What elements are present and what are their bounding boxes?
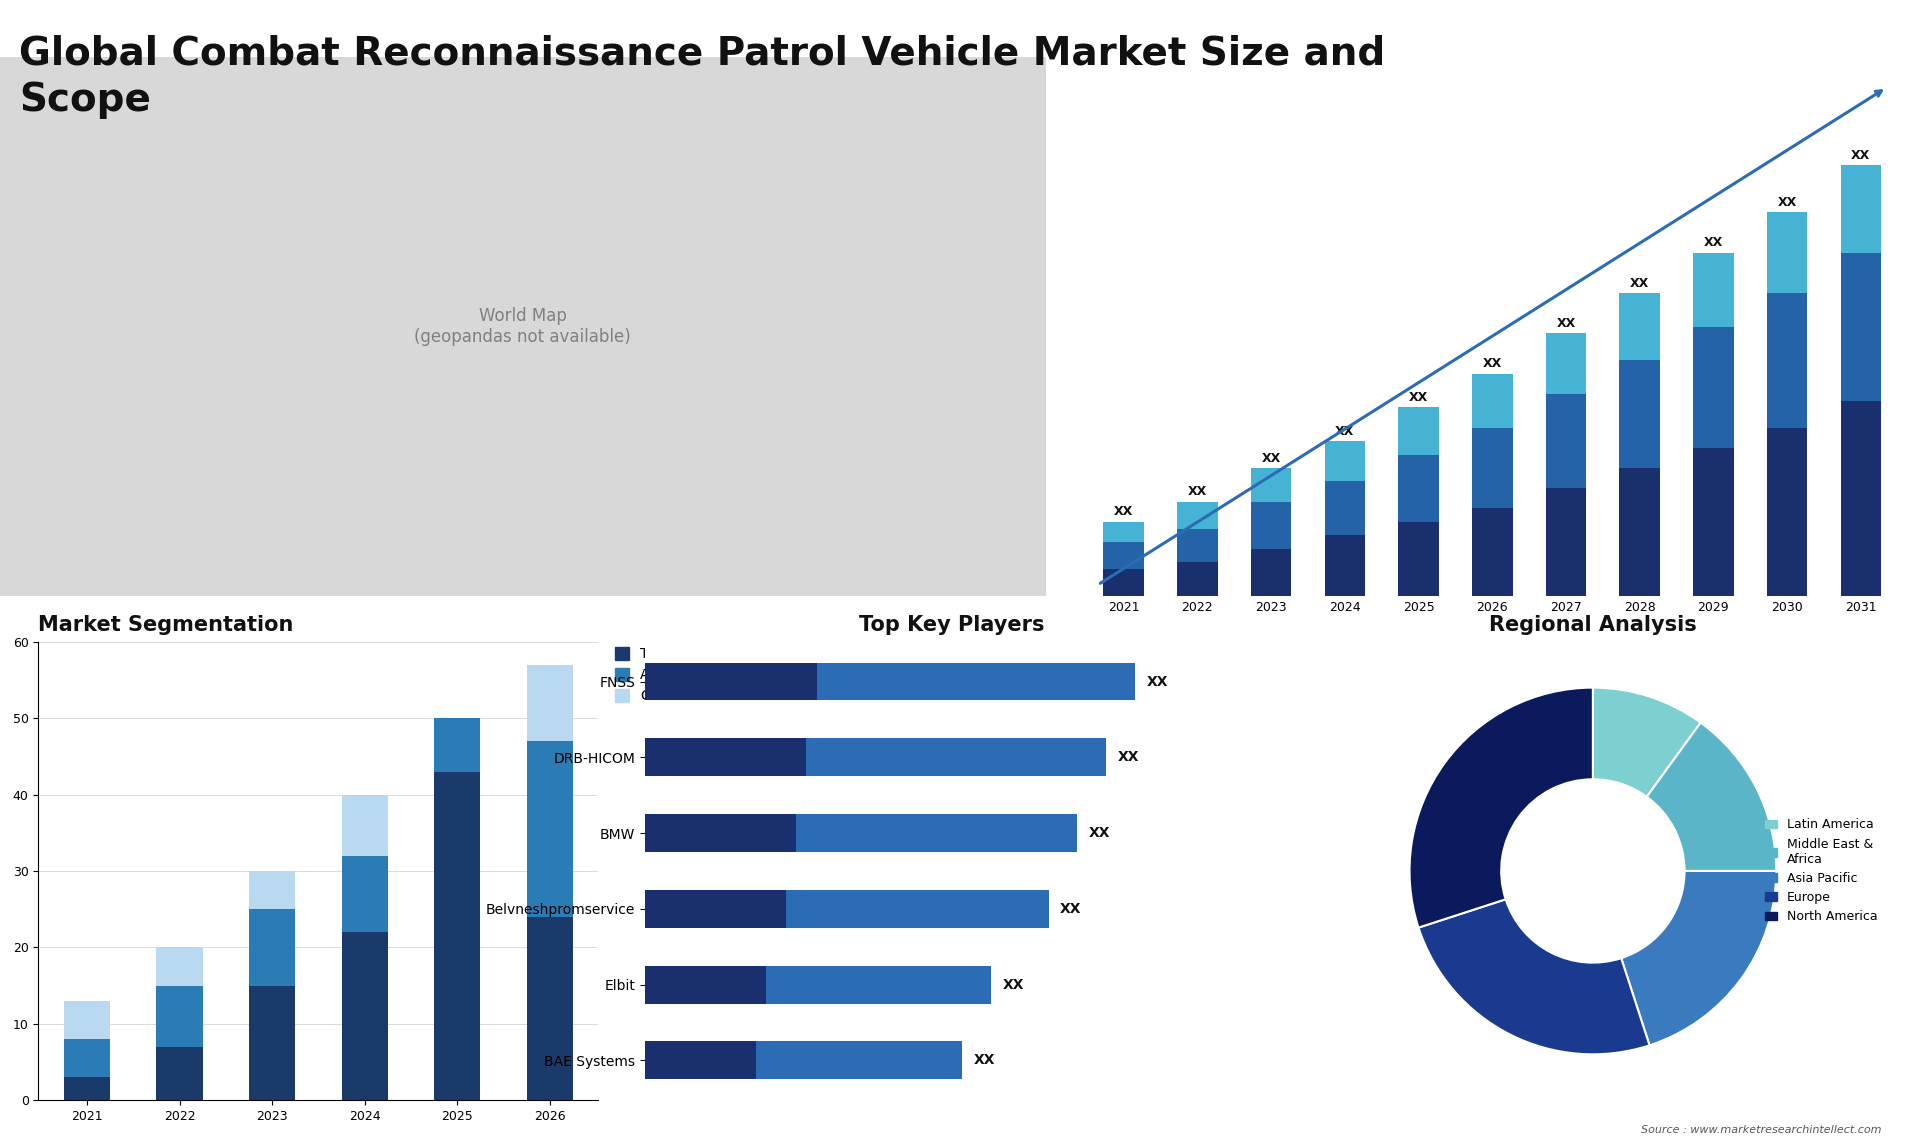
Bar — [156, 1046, 204, 1100]
Title: Regional Analysis: Regional Analysis — [1490, 614, 1697, 635]
Bar — [756, 1042, 962, 1080]
Bar — [645, 662, 816, 700]
Bar — [1473, 509, 1513, 596]
Bar — [1693, 448, 1734, 596]
Text: XX: XX — [1060, 902, 1081, 916]
Bar — [342, 794, 388, 856]
Bar — [1546, 394, 1586, 488]
Bar — [806, 738, 1106, 776]
Text: XX: XX — [1188, 485, 1208, 499]
Text: XX: XX — [1261, 452, 1281, 464]
Text: XX: XX — [1114, 505, 1133, 518]
Text: XX: XX — [1557, 317, 1576, 330]
Bar — [250, 871, 296, 909]
Bar — [526, 665, 572, 741]
Text: XX: XX — [1117, 751, 1139, 764]
Bar — [63, 1000, 109, 1039]
Bar — [787, 890, 1048, 928]
Bar — [1546, 488, 1586, 596]
Bar — [1619, 468, 1661, 596]
Text: World Map
(geopandas not available): World Map (geopandas not available) — [415, 307, 632, 346]
Bar — [1250, 468, 1292, 502]
Bar — [645, 814, 797, 851]
Bar — [645, 966, 766, 1004]
Text: XX: XX — [1002, 978, 1023, 991]
Bar — [1766, 427, 1807, 596]
Bar — [526, 741, 572, 917]
Bar — [1104, 521, 1144, 542]
Bar — [63, 1039, 109, 1077]
Text: XX: XX — [1778, 196, 1797, 209]
Bar — [797, 814, 1077, 851]
Bar — [1398, 455, 1438, 521]
Text: XX: XX — [1851, 149, 1870, 162]
Wedge shape — [1594, 688, 1701, 796]
Bar — [1177, 528, 1217, 563]
Bar — [1325, 535, 1365, 596]
Text: XX: XX — [1334, 425, 1354, 438]
Bar — [342, 932, 388, 1100]
Bar — [156, 986, 204, 1046]
Text: Global Combat Reconnaissance Patrol Vehicle Market Size and
Scope: Global Combat Reconnaissance Patrol Vehi… — [19, 34, 1386, 119]
Text: XX: XX — [1409, 391, 1428, 405]
Bar — [1473, 374, 1513, 427]
Bar — [645, 738, 806, 776]
Bar — [434, 719, 480, 771]
Bar — [766, 966, 991, 1004]
Bar — [1841, 401, 1882, 596]
Bar — [63, 1077, 109, 1100]
Bar — [1619, 360, 1661, 468]
Wedge shape — [1647, 723, 1776, 871]
Bar — [434, 771, 480, 1100]
Bar — [1250, 502, 1292, 549]
Bar — [1104, 542, 1144, 570]
Legend: Latin America, Middle East &
Africa, Asia Pacific, Europe, North America: Latin America, Middle East & Africa, Asi… — [1759, 814, 1884, 928]
Title: Top Key Players: Top Key Players — [858, 614, 1044, 635]
Text: XX: XX — [1482, 358, 1501, 370]
Bar — [1398, 408, 1438, 455]
Bar — [645, 1042, 756, 1080]
Text: Market Segmentation: Market Segmentation — [38, 614, 294, 635]
Bar — [1104, 570, 1144, 596]
Bar — [1619, 293, 1661, 360]
Text: XX: XX — [1146, 675, 1167, 689]
Bar — [1325, 441, 1365, 481]
Wedge shape — [1620, 871, 1776, 1045]
Bar — [250, 909, 296, 986]
Bar — [1473, 427, 1513, 509]
Bar — [526, 917, 572, 1100]
Bar — [1841, 165, 1882, 252]
Text: XX: XX — [1630, 276, 1649, 290]
Bar — [1766, 212, 1807, 293]
Bar — [816, 662, 1135, 700]
Bar — [645, 890, 787, 928]
Bar — [1325, 481, 1365, 535]
Wedge shape — [1419, 900, 1649, 1054]
Text: XX: XX — [973, 1053, 995, 1067]
Wedge shape — [1409, 688, 1594, 927]
Text: Source : www.marketresearchintellect.com: Source : www.marketresearchintellect.com — [1642, 1124, 1882, 1135]
Text: XX: XX — [1703, 236, 1722, 249]
Bar — [1766, 293, 1807, 427]
Bar — [1177, 563, 1217, 596]
Bar — [1250, 549, 1292, 596]
Bar — [1841, 252, 1882, 401]
Text: XX: XX — [1089, 826, 1110, 840]
Bar — [1546, 333, 1586, 394]
Bar — [1177, 502, 1217, 528]
Bar — [342, 856, 388, 932]
Bar — [1693, 252, 1734, 327]
Bar — [1693, 327, 1734, 448]
Bar — [250, 986, 296, 1100]
Bar — [1398, 521, 1438, 596]
Bar — [156, 948, 204, 986]
Legend: Type, Application, Geography: Type, Application, Geography — [609, 642, 724, 708]
